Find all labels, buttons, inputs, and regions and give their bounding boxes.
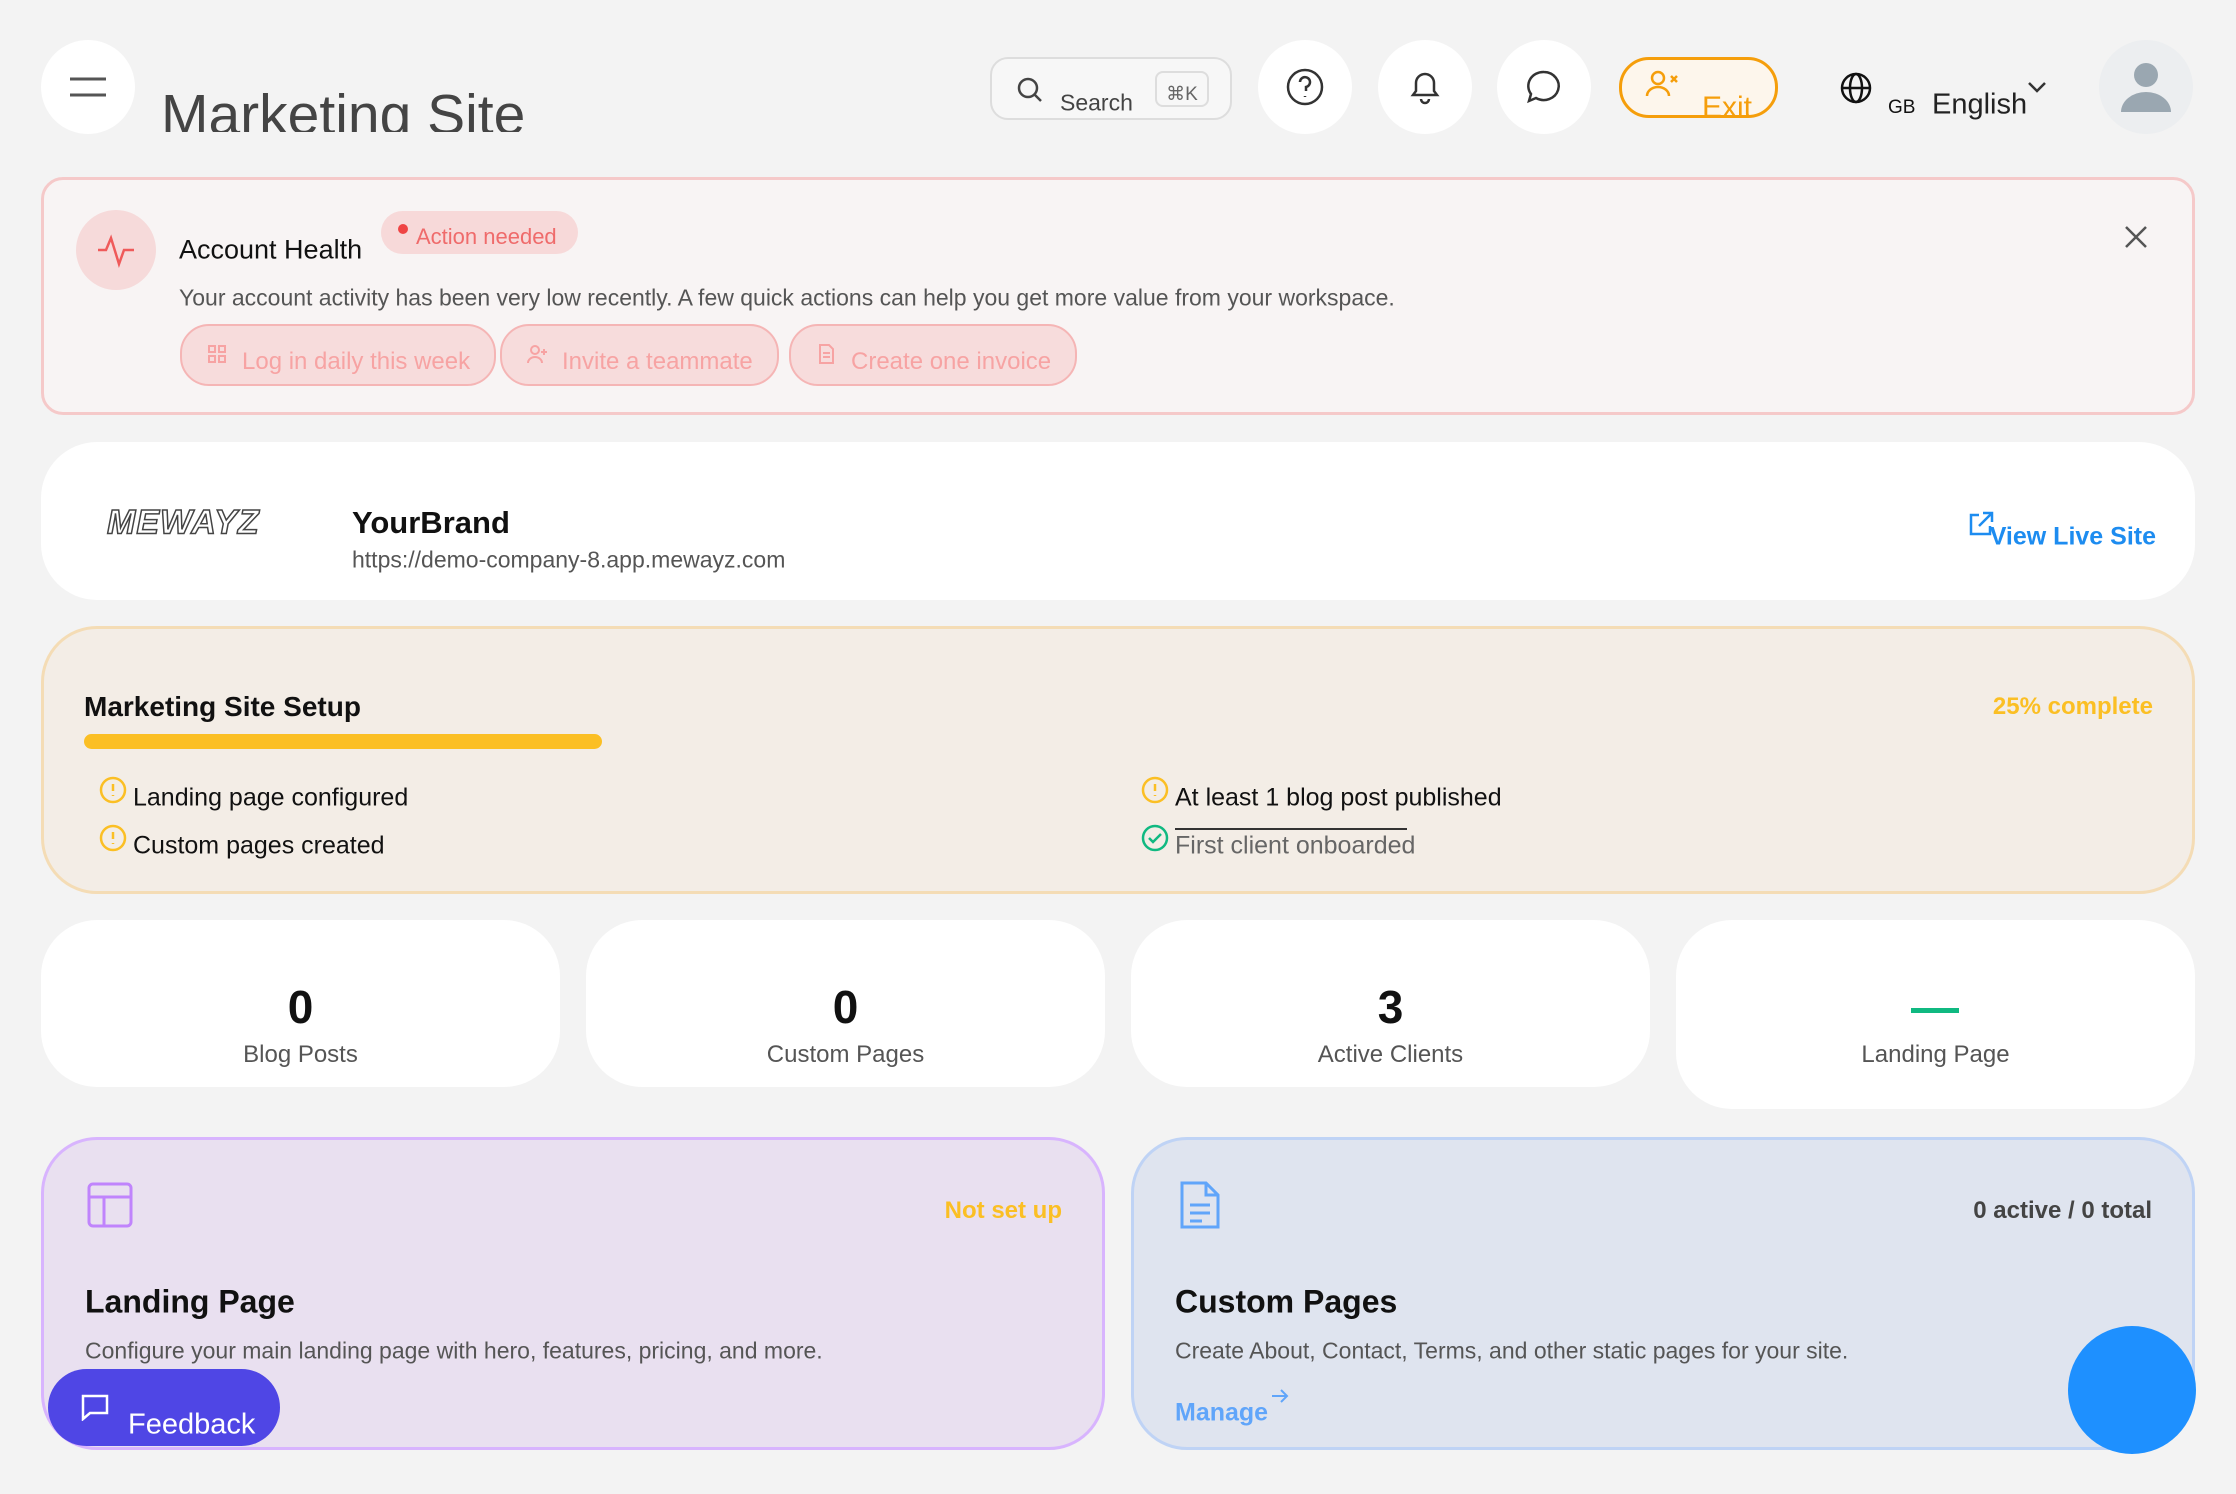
close-button[interactable] xyxy=(2116,217,2156,257)
avatar[interactable] xyxy=(2099,40,2193,134)
external-link-icon xyxy=(1969,511,1994,536)
card-status: 0 active / 0 total xyxy=(1973,1197,2152,1224)
progress-fill xyxy=(84,734,602,749)
card-title: Landing Page xyxy=(85,1283,295,1320)
card-status: Not set up xyxy=(944,1197,1062,1224)
language-code: GB xyxy=(1888,97,1916,118)
stat-card: 3 Active Clients xyxy=(1131,920,1650,1087)
quick-action[interactable]: Create one invoice xyxy=(789,324,1078,386)
quick-action[interactable]: Log in daily this week xyxy=(180,324,497,386)
globe-icon xyxy=(1840,72,1872,104)
search-icon xyxy=(1017,77,1042,102)
quick-action-label: Create one invoice xyxy=(851,348,1052,375)
feedback-label: Feedback xyxy=(128,1408,256,1441)
stat-label: Active Clients xyxy=(1317,1041,1464,1068)
card-title: Custom Pages xyxy=(1175,1283,1398,1320)
stat-card: 0 Custom Pages xyxy=(586,920,1105,1087)
menu-button[interactable] xyxy=(41,40,135,134)
brand-logo: MEWAYZ xyxy=(106,503,260,543)
quick-action[interactable]: Invite a teammate xyxy=(500,324,779,386)
brand-card: MEWAYZ YourBrand https://demo-company-8.… xyxy=(41,442,2195,600)
shortcut: ⌘K xyxy=(1155,71,1209,107)
card-icon xyxy=(1180,1181,1220,1229)
help-button[interactable] xyxy=(1258,40,1352,134)
brand-url: https://demo-company-8.app.mewayz.com xyxy=(352,546,786,573)
brand-name: YourBrand xyxy=(352,505,510,540)
pending-icon xyxy=(99,824,127,852)
health-icon xyxy=(76,210,156,290)
stat-dash xyxy=(1911,1008,1959,1013)
chat-launcher[interactable] xyxy=(2068,1326,2196,1454)
view-live-site[interactable]: View Live Site xyxy=(1989,522,2156,551)
chevron-icon xyxy=(2028,82,2046,93)
help-icon xyxy=(1286,68,1324,106)
stat-value: 3 xyxy=(1377,981,1404,1033)
badge-text: Action needed xyxy=(416,224,557,249)
divider xyxy=(1175,828,1407,830)
alert-message: Your account activity has been very low … xyxy=(179,284,1395,311)
notifications-button[interactable] xyxy=(1378,40,1472,134)
setup-item: First client onboarded xyxy=(1175,831,1416,860)
quick-action-label: Invite a teammate xyxy=(562,348,753,375)
bell-icon xyxy=(1410,72,1440,105)
pending-icon xyxy=(1141,776,1169,804)
page-title: Marketing Site xyxy=(161,83,526,132)
setup-item: Landing page configured xyxy=(133,783,409,812)
feedback-button[interactable]: Feedback xyxy=(48,1369,280,1446)
stat-label: Landing Page xyxy=(1861,1041,2010,1068)
card-description: Configure your main landing page with he… xyxy=(85,1337,823,1364)
search-placeholder: Search xyxy=(1060,89,1133,116)
setup-item: At least 1 blog post published xyxy=(1175,783,1502,812)
avatar-icon xyxy=(2121,63,2171,112)
progress-track xyxy=(84,734,2154,749)
stat-label: Custom Pages xyxy=(766,1041,925,1068)
alert-title: Account Health xyxy=(179,234,363,265)
card-icon xyxy=(87,1182,133,1228)
account-health-alert: Account Health Action needed Your accoun… xyxy=(41,177,2195,415)
setup-item: Custom pages created xyxy=(133,831,385,860)
stat-card: 0 Blog Posts xyxy=(41,920,560,1087)
stat-value: 0 xyxy=(287,981,314,1033)
alert-badge: Action needed xyxy=(381,211,578,254)
exit-label: Exit xyxy=(1702,91,1753,124)
setup-title: Marketing Site Setup xyxy=(84,691,361,722)
check-icon xyxy=(1141,824,1169,852)
search-box[interactable]: Search ⌘K xyxy=(990,57,1232,120)
setup-card: Marketing Site Setup 25% complete Landin… xyxy=(41,626,2195,894)
card-description: Create About, Contact, Terms, and other … xyxy=(1175,1337,1849,1364)
exit-icon xyxy=(1645,70,1678,97)
pending-icon xyxy=(99,776,127,804)
language-selector[interactable]: English xyxy=(1932,88,2028,121)
menu-icon xyxy=(70,77,106,97)
manage-link[interactable]: Manage xyxy=(1175,1398,1269,1427)
stat-card: Landing Page xyxy=(1676,920,2195,1109)
feature-card[interactable]: 0 active / 0 total Custom Pages Create Abo… xyxy=(1131,1137,2195,1450)
quick-action-label: Log in daily this week xyxy=(242,348,471,375)
exit-button[interactable]: Exit xyxy=(1619,57,1778,124)
stat-label: Blog Posts xyxy=(243,1041,358,1068)
progress-label: 25% complete xyxy=(1992,693,2153,720)
stat-value: 0 xyxy=(832,981,859,1033)
chat-button[interactable] xyxy=(1497,40,1591,134)
chat-icon xyxy=(1527,70,1560,104)
